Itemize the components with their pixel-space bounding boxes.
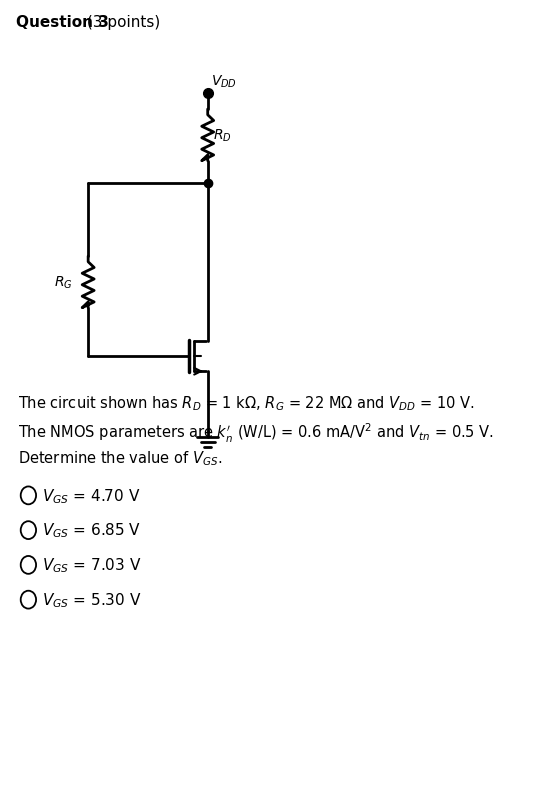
Text: Question 3: Question 3	[16, 15, 109, 30]
Text: The circuit shown has $R_D$ = 1 k$\Omega$, $R_G$ = 22 M$\Omega$ and $V_{DD}$ = 1: The circuit shown has $R_D$ = 1 k$\Omega…	[18, 393, 475, 412]
Text: $V_{GS}$ = 6.85 V: $V_{GS}$ = 6.85 V	[42, 521, 141, 540]
Text: $V_{GS}$ = 5.30 V: $V_{GS}$ = 5.30 V	[42, 590, 141, 609]
Text: Determine the value of $V_{GS}$.: Determine the value of $V_{GS}$.	[18, 449, 222, 468]
Text: $R_D$: $R_D$	[213, 127, 231, 144]
Text: $V_{GS}$ = 4.70 V: $V_{GS}$ = 4.70 V	[42, 487, 140, 505]
Text: (3 points): (3 points)	[82, 15, 160, 30]
Text: The NMOS parameters are $k^{\prime}_n$ (W/L) = 0.6 mA/V$^2$ and $V_{tn}$ = 0.5 V: The NMOS parameters are $k^{\prime}_n$ (…	[18, 422, 494, 444]
Text: $V_{DD}$: $V_{DD}$	[211, 74, 237, 90]
Text: $R_G$: $R_G$	[54, 274, 73, 290]
Text: $V_{GS}$ = 7.03 V: $V_{GS}$ = 7.03 V	[42, 556, 141, 574]
